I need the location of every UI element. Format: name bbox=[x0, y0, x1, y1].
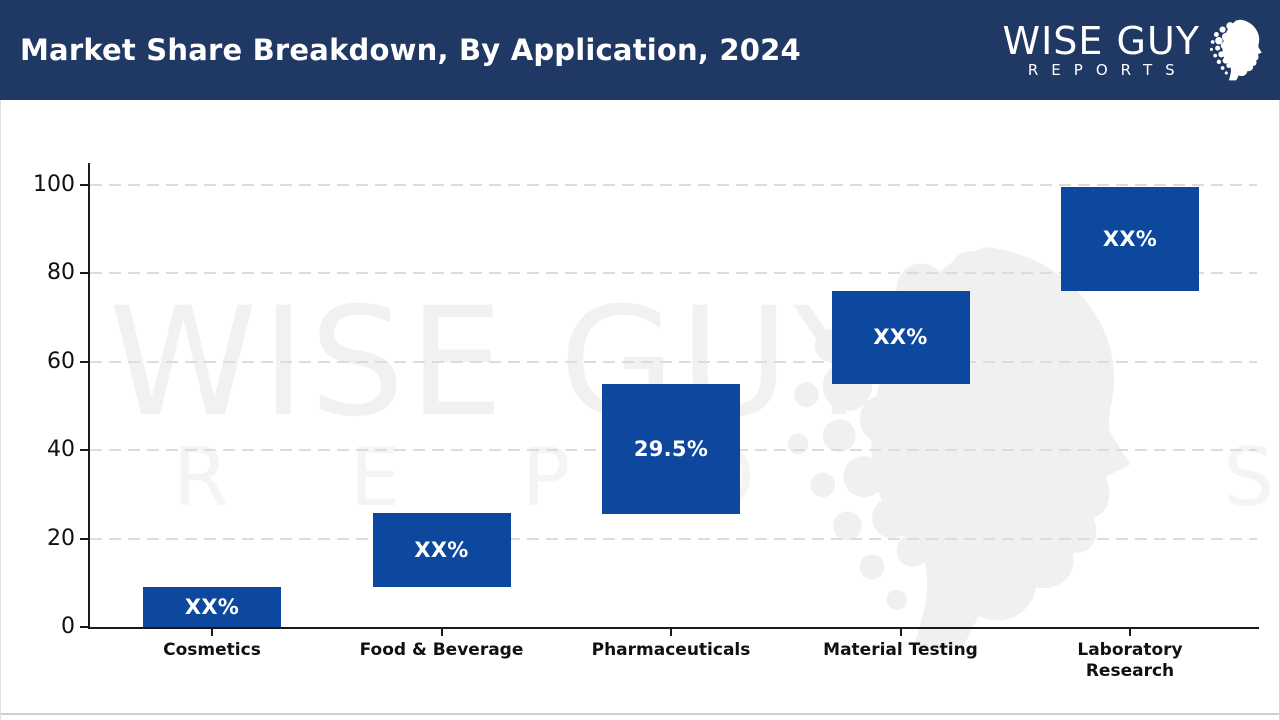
logo-text: WISE GUY REPORTS bbox=[1002, 18, 1200, 80]
bar-value-label: 29.5% bbox=[633, 436, 709, 461]
chart-area: WISE GUY R E P O R T S 020406080100XX%Co… bbox=[0, 100, 1280, 720]
x-category-label: Pharmaceuticals bbox=[591, 640, 751, 660]
x-tick-mark bbox=[670, 629, 672, 636]
gridline-20 bbox=[90, 537, 1257, 540]
y-tick-mark bbox=[80, 272, 88, 274]
bar-food-beverage: XX% bbox=[372, 512, 511, 588]
logo-subtitle: REPORTS bbox=[1027, 61, 1188, 80]
y-tick-mark bbox=[80, 449, 88, 451]
y-tick-mark bbox=[80, 183, 88, 186]
x-tick-mark bbox=[440, 629, 443, 636]
dotted-head-profile-icon bbox=[1209, 19, 1262, 81]
wise-guy-reports-logo: WISE GUY REPORTS bbox=[1003, 6, 1266, 94]
y-tick-mark bbox=[80, 626, 88, 628]
y-tick-label: 40 bbox=[47, 437, 75, 462]
bar-value-label: XX% bbox=[414, 537, 469, 562]
bar-value-label: XX% bbox=[1102, 226, 1158, 251]
x-tick-mark bbox=[1129, 629, 1131, 636]
x-category-label: Material Testing bbox=[823, 640, 978, 660]
y-axis-line bbox=[88, 163, 90, 629]
bar-value-label: XX% bbox=[873, 325, 928, 350]
bar-value-label: XX% bbox=[184, 595, 240, 620]
watermark-wordmark: WISE GUY bbox=[109, 276, 889, 450]
y-tick-label: 100 bbox=[33, 171, 75, 197]
bar-cosmetics: XX% bbox=[143, 587, 281, 627]
gridline-60 bbox=[90, 360, 1257, 363]
x-category-label: Food & Beverage bbox=[359, 640, 524, 660]
x-axis-line bbox=[88, 627, 1259, 629]
bar-laboratory-research: XX% bbox=[1061, 186, 1199, 291]
page-title: Market Share Breakdown, By Application, … bbox=[20, 33, 801, 67]
x-category-label: Cosmetics bbox=[163, 640, 261, 660]
gridline-80 bbox=[90, 272, 1257, 274]
header-bar: Market Share Breakdown, By Application, … bbox=[0, 0, 1280, 100]
page-bottom-rule bbox=[1, 713, 1279, 715]
bar-pharmaceuticals: 29.5% bbox=[602, 383, 740, 515]
y-tick-mark bbox=[80, 360, 88, 363]
y-tick-label: 60 bbox=[47, 348, 75, 374]
x-tick-mark bbox=[899, 629, 902, 636]
bar-material-testing: XX% bbox=[831, 290, 970, 384]
gridline-100 bbox=[90, 183, 1257, 186]
y-tick-label: 0 bbox=[61, 614, 75, 639]
x-category-label: Laboratory Research bbox=[1077, 640, 1183, 682]
y-tick-label: 80 bbox=[47, 260, 75, 285]
y-tick-mark bbox=[80, 537, 88, 540]
x-tick-mark bbox=[211, 629, 213, 636]
y-tick-label: 20 bbox=[47, 525, 75, 551]
logo-wordmark: WISE GUY bbox=[1002, 18, 1200, 63]
